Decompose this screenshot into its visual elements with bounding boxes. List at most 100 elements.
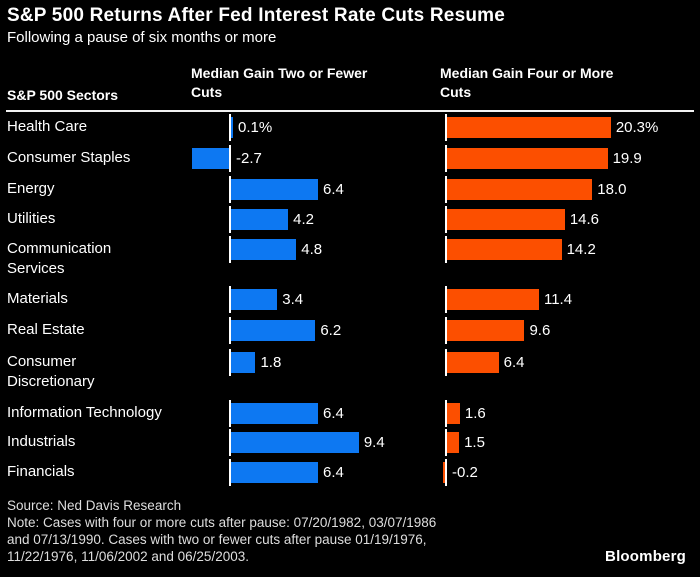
zero-axis-tick [229, 349, 231, 376]
bar-four-or-more-cuts [447, 117, 611, 138]
four-or-more-cuts-cell: 1.6 [440, 399, 693, 428]
bar-two-or-fewer-cuts [192, 148, 229, 169]
zero-axis-tick [229, 429, 231, 456]
bar-value-label: 4.8 [301, 241, 323, 258]
note-line: 11/22/1976, 11/06/2002 and 06/25/2003. [7, 549, 249, 564]
four-or-more-cuts-cell: 6.4 [440, 348, 693, 399]
chart-row: Utilities 4.2 14.6 [7, 205, 693, 235]
two-or-fewer-cuts-cell: 4.8 [191, 235, 440, 285]
sector-label: Utilities [7, 210, 56, 227]
zero-axis-tick [229, 400, 231, 427]
four-or-more-cuts-cell: 18.0 [440, 175, 693, 205]
four-or-more-cuts-cell: 11.4 [440, 285, 693, 316]
zero-axis-tick [445, 400, 447, 427]
zero-axis-tick [229, 114, 231, 141]
two-or-fewer-cuts-cell: 9.4 [191, 428, 440, 458]
bar-value-label: 0.1% [238, 119, 273, 136]
column-headers: S&P 500 Sectors Median Gain Two or Fewer… [7, 62, 693, 106]
bloomberg-logo: Bloomberg [605, 548, 686, 565]
bar-two-or-fewer-cuts [231, 117, 233, 138]
bar-value-label: 18.0 [597, 181, 627, 198]
note-line: and 07/13/1990. Cases with two or fewer … [7, 532, 427, 547]
chart-row: Energy 6.4 18.0 [7, 175, 693, 205]
series-2-column-header: Median Gain Four or More Cuts [440, 65, 614, 100]
two-or-fewer-cuts-cell: 1.8 [191, 348, 440, 399]
four-or-more-cuts-cell: 9.6 [440, 316, 693, 348]
sector-label: Health Care [7, 118, 88, 135]
two-or-fewer-cuts-cell: 6.4 [191, 399, 440, 428]
chart-title: S&P 500 Returns After Fed Interest Rate … [7, 5, 506, 26]
zero-axis-tick [445, 176, 447, 203]
bar-two-or-fewer-cuts [231, 289, 278, 310]
bar-four-or-more-cuts [447, 289, 539, 310]
four-or-more-cuts-cell: -0.2 [440, 458, 693, 489]
bar-chart: Health Care 0.1% 20.3% Consumer Staples -2.7… [7, 113, 693, 489]
zero-axis-tick [445, 236, 447, 263]
bar-value-label: 1.8 [260, 354, 282, 371]
source-line: Source: Ned Davis Research [7, 498, 182, 513]
chart-row: Real Estate 6.2 9.6 [7, 316, 693, 348]
bar-value-label: 19.9 [612, 150, 642, 167]
two-or-fewer-cuts-cell: -2.7 [191, 144, 440, 175]
bar-value-label: 9.4 [363, 434, 385, 451]
bar-value-label: 14.2 [566, 241, 596, 258]
two-or-fewer-cuts-cell: 4.2 [191, 205, 440, 235]
four-or-more-cuts-cell: 14.6 [440, 205, 693, 235]
bar-value-label: 4.2 [293, 211, 314, 228]
sectors-column-header: S&P 500 Sectors [7, 87, 119, 103]
bar-value-label: 6.4 [323, 464, 344, 481]
bar-four-or-more-cuts [447, 209, 565, 230]
bar-two-or-fewer-cuts [231, 403, 319, 424]
series-1-column-header: Median Gain Two or Fewer Cuts [191, 65, 368, 100]
sector-label: Materials [7, 290, 68, 307]
bar-two-or-fewer-cuts [231, 239, 297, 260]
zero-axis-tick [229, 317, 231, 344]
bar-four-or-more-cuts [447, 352, 499, 373]
bar-two-or-fewer-cuts [231, 432, 359, 453]
sector-label: Consumer Staples [7, 149, 131, 166]
bar-value-label: 3.4 [282, 291, 304, 308]
bar-value-label: 11.4 [543, 291, 573, 308]
chart-row: Consumer Discretionary 1.8 6.4 [7, 348, 693, 399]
sector-label: Information Technology [7, 404, 162, 421]
two-or-fewer-cuts-cell: 6.4 [191, 458, 440, 489]
four-or-more-cuts-cell: 1.5 [440, 428, 693, 458]
bar-four-or-more-cuts [443, 462, 445, 483]
chart-subtitle: Following a pause of six months or more [7, 29, 277, 46]
chart-row: Communication Services 4.8 14.2 [7, 235, 693, 285]
bar-value-label: 6.4 [323, 181, 344, 198]
bar-four-or-more-cuts [447, 320, 525, 341]
sector-label: Consumer Discretionary [7, 353, 95, 390]
bar-two-or-fewer-cuts [231, 179, 319, 200]
sector-label: Communication Services [7, 240, 112, 277]
zero-axis-tick [229, 145, 231, 172]
zero-axis-tick [445, 286, 447, 313]
bar-value-label: 6.4 [503, 354, 525, 371]
chart-row: Materials 3.4 11.4 [7, 285, 693, 316]
chart-row: Consumer Staples -2.7 19.9 [7, 144, 693, 175]
footer-notes: Source: Ned Davis Research Note: Cases wi… [7, 497, 436, 565]
zero-axis-tick [229, 286, 231, 313]
two-or-fewer-cuts-cell: 6.4 [191, 175, 440, 205]
four-or-more-cuts-cell: 20.3% [440, 113, 693, 144]
zero-axis-tick [229, 459, 231, 486]
bar-value-label: 1.5 [464, 434, 485, 451]
bar-four-or-more-cuts [447, 179, 593, 200]
bar-two-or-fewer-cuts [231, 209, 289, 230]
sector-label: Industrials [7, 433, 76, 450]
zero-axis-tick [445, 349, 447, 376]
zero-axis-tick [445, 145, 447, 172]
sector-label: Energy [7, 180, 55, 197]
bar-value-label: 6.4 [323, 405, 344, 422]
bar-four-or-more-cuts [447, 432, 460, 453]
two-or-fewer-cuts-cell: 0.1% [191, 113, 440, 144]
four-or-more-cuts-cell: 14.2 [440, 235, 693, 285]
bar-two-or-fewer-cuts [231, 352, 256, 373]
chart-row: Industrials 9.4 1.5 [7, 428, 693, 458]
bar-two-or-fewer-cuts [231, 462, 319, 483]
four-or-more-cuts-cell: 19.9 [440, 144, 693, 175]
bar-four-or-more-cuts [447, 403, 460, 424]
zero-axis-tick [445, 114, 447, 141]
bar-value-label: -0.2 [452, 464, 478, 481]
